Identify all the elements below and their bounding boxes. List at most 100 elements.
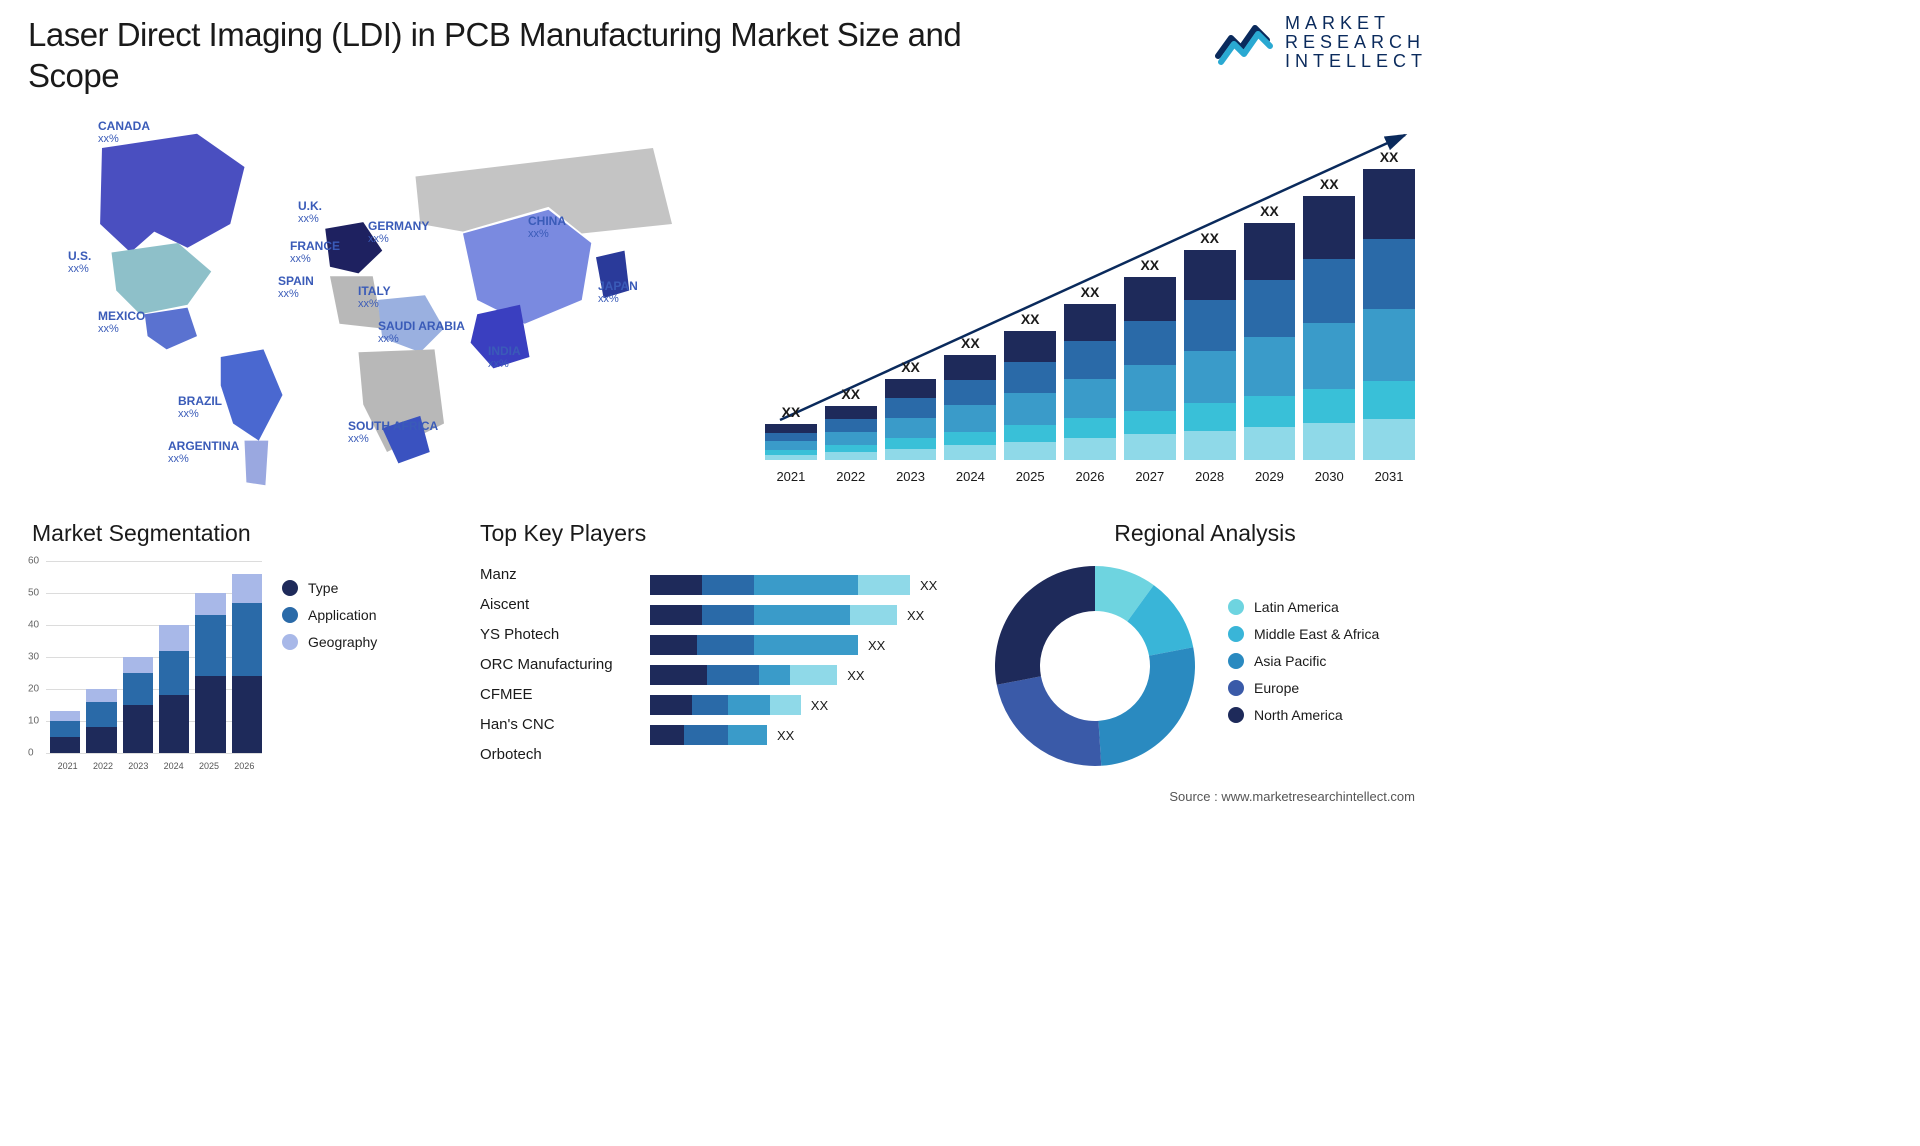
keyplayer-bar: XX [650, 575, 950, 595]
growth-chart: XXXXXXXXXXXXXXXXXXXXXX 20212022202320242… [765, 120, 1415, 480]
keyplayer-name: CFMEE [480, 680, 640, 710]
growth-bar-2025: XX [1004, 311, 1056, 460]
regional-section: Regional Analysis Latin AmericaMiddle Ea… [990, 520, 1420, 771]
seg-ytick: 40 [28, 620, 39, 631]
map-country-shape [145, 308, 197, 350]
seg-ytick: 50 [28, 588, 39, 599]
map-label-spain: SPAINxx% [278, 275, 314, 300]
growth-bar-value: XX [841, 386, 860, 402]
map-label-u-k-: U.K.xx% [298, 200, 322, 225]
regional-legend: Latin AmericaMiddle East & AfricaAsia Pa… [1228, 599, 1379, 734]
keyplayer-value: XX [868, 638, 885, 653]
seg-ytick: 60 [28, 556, 39, 567]
growth-bar-2028: XX [1184, 230, 1236, 460]
keyplayer-bar: XX [650, 725, 950, 745]
seg-legend-item: Type [282, 580, 377, 596]
growth-year-label: 2031 [1363, 469, 1415, 484]
keyplayer-name: YS Photech [480, 620, 640, 650]
keyplayer-bar: XX [650, 635, 950, 655]
growth-year-label: 2021 [765, 469, 817, 484]
regional-title: Regional Analysis [990, 520, 1420, 547]
segmentation-legend: Type Application Geography [282, 580, 377, 661]
keyplayer-value: XX [847, 668, 864, 683]
growth-bar-2030: XX [1303, 176, 1355, 460]
seg-year-label: 2024 [156, 761, 191, 771]
regional-donut [990, 561, 1200, 771]
growth-year-label: 2029 [1244, 469, 1296, 484]
growth-bar-value: XX [1380, 149, 1399, 165]
page-title: Laser Direct Imaging (LDI) in PCB Manufa… [28, 14, 1028, 97]
logo-line-3: INTELLECT [1285, 52, 1427, 71]
growth-bar-value: XX [1081, 284, 1100, 300]
segmentation-chart: 0102030405060202120222023202420252026 [32, 561, 262, 771]
map-label-germany: GERMANYxx% [368, 220, 429, 245]
brand-logo: MARKET RESEARCH INTELLECT [1215, 14, 1427, 71]
seg-ytick: 30 [28, 652, 39, 663]
map-label-brazil: BRAZILxx% [178, 395, 222, 420]
map-label-argentina: ARGENTINAxx% [168, 440, 239, 465]
growth-bar-2026: XX [1064, 284, 1116, 460]
map-label-canada: CANADAxx% [98, 120, 150, 145]
map-label-china: CHINAxx% [528, 215, 566, 240]
regional-legend-item: North America [1228, 707, 1379, 723]
growth-bar-2022: XX [825, 386, 877, 460]
map-label-france: FRANCExx% [290, 240, 340, 265]
growth-bar-2021: XX [765, 404, 817, 460]
seg-year-label: 2022 [85, 761, 120, 771]
keyplayer-name: Manz [480, 560, 640, 590]
map-label-italy: ITALYxx% [358, 285, 391, 310]
regional-legend-item: Asia Pacific [1228, 653, 1379, 669]
map-country-shape [221, 349, 283, 440]
map-label-india: INDIAxx% [488, 345, 521, 370]
keyplayers-title: Top Key Players [480, 520, 960, 547]
seg-bar-2022 [86, 689, 116, 753]
keyplayer-name: Orbotech [480, 740, 640, 770]
keyplayer-bar: XX [650, 695, 950, 715]
keyplayers-section: Top Key Players ManzAiscentYS PhotechORC… [480, 520, 960, 561]
map-label-south-africa: SOUTH AFRICAxx% [348, 420, 438, 445]
growth-year-label: 2023 [885, 469, 937, 484]
map-label-japan: JAPANxx% [598, 280, 638, 305]
map-label-mexico: MEXICOxx% [98, 310, 145, 335]
seg-year-label: 2026 [227, 761, 262, 771]
growth-bar-2023: XX [885, 359, 937, 460]
growth-year-label: 2026 [1064, 469, 1116, 484]
segmentation-title: Market Segmentation [32, 520, 452, 547]
growth-year-label: 2025 [1004, 469, 1056, 484]
regional-legend-item: Europe [1228, 680, 1379, 696]
source-attribution: Source : www.marketresearchintellect.com [1169, 789, 1415, 804]
regional-legend-item: Middle East & Africa [1228, 626, 1379, 642]
seg-ytick: 0 [28, 748, 34, 759]
growth-bar-value: XX [1200, 230, 1219, 246]
keyplayer-bar: XX [650, 665, 950, 685]
seg-ytick: 10 [28, 716, 39, 727]
seg-bar-2024 [159, 625, 189, 753]
map-country-shape [112, 243, 212, 314]
keyplayers-bars: XX XX XX XX XX XX [650, 575, 950, 755]
growth-bar-value: XX [1320, 176, 1339, 192]
keyplayer-value: XX [907, 608, 924, 623]
growth-bar-value: XX [1021, 311, 1040, 327]
seg-bar-2025 [195, 593, 225, 753]
seg-bar-2023 [123, 657, 153, 753]
keyplayer-name: ORC Manufacturing [480, 650, 640, 680]
seg-legend-item: Geography [282, 634, 377, 650]
seg-bar-2021 [50, 711, 80, 753]
growth-year-label: 2024 [944, 469, 996, 484]
growth-year-label: 2028 [1184, 469, 1236, 484]
keyplayer-value: XX [920, 578, 937, 593]
growth-bar-2029: XX [1244, 203, 1296, 460]
growth-year-label: 2030 [1303, 469, 1355, 484]
donut-slice [997, 676, 1102, 766]
keyplayer-bar: XX [650, 605, 950, 625]
map-label-saudi-arabia: SAUDI ARABIAxx% [378, 320, 465, 345]
growth-year-label: 2027 [1124, 469, 1176, 484]
keyplayer-name: Aiscent [480, 590, 640, 620]
map-label-u-s-: U.S.xx% [68, 250, 91, 275]
keyplayer-value: XX [777, 728, 794, 743]
seg-legend-item: Application [282, 607, 377, 623]
map-country-shape [245, 441, 269, 486]
growth-bar-value: XX [901, 359, 920, 375]
seg-year-label: 2025 [191, 761, 226, 771]
growth-bar-value: XX [961, 335, 980, 351]
